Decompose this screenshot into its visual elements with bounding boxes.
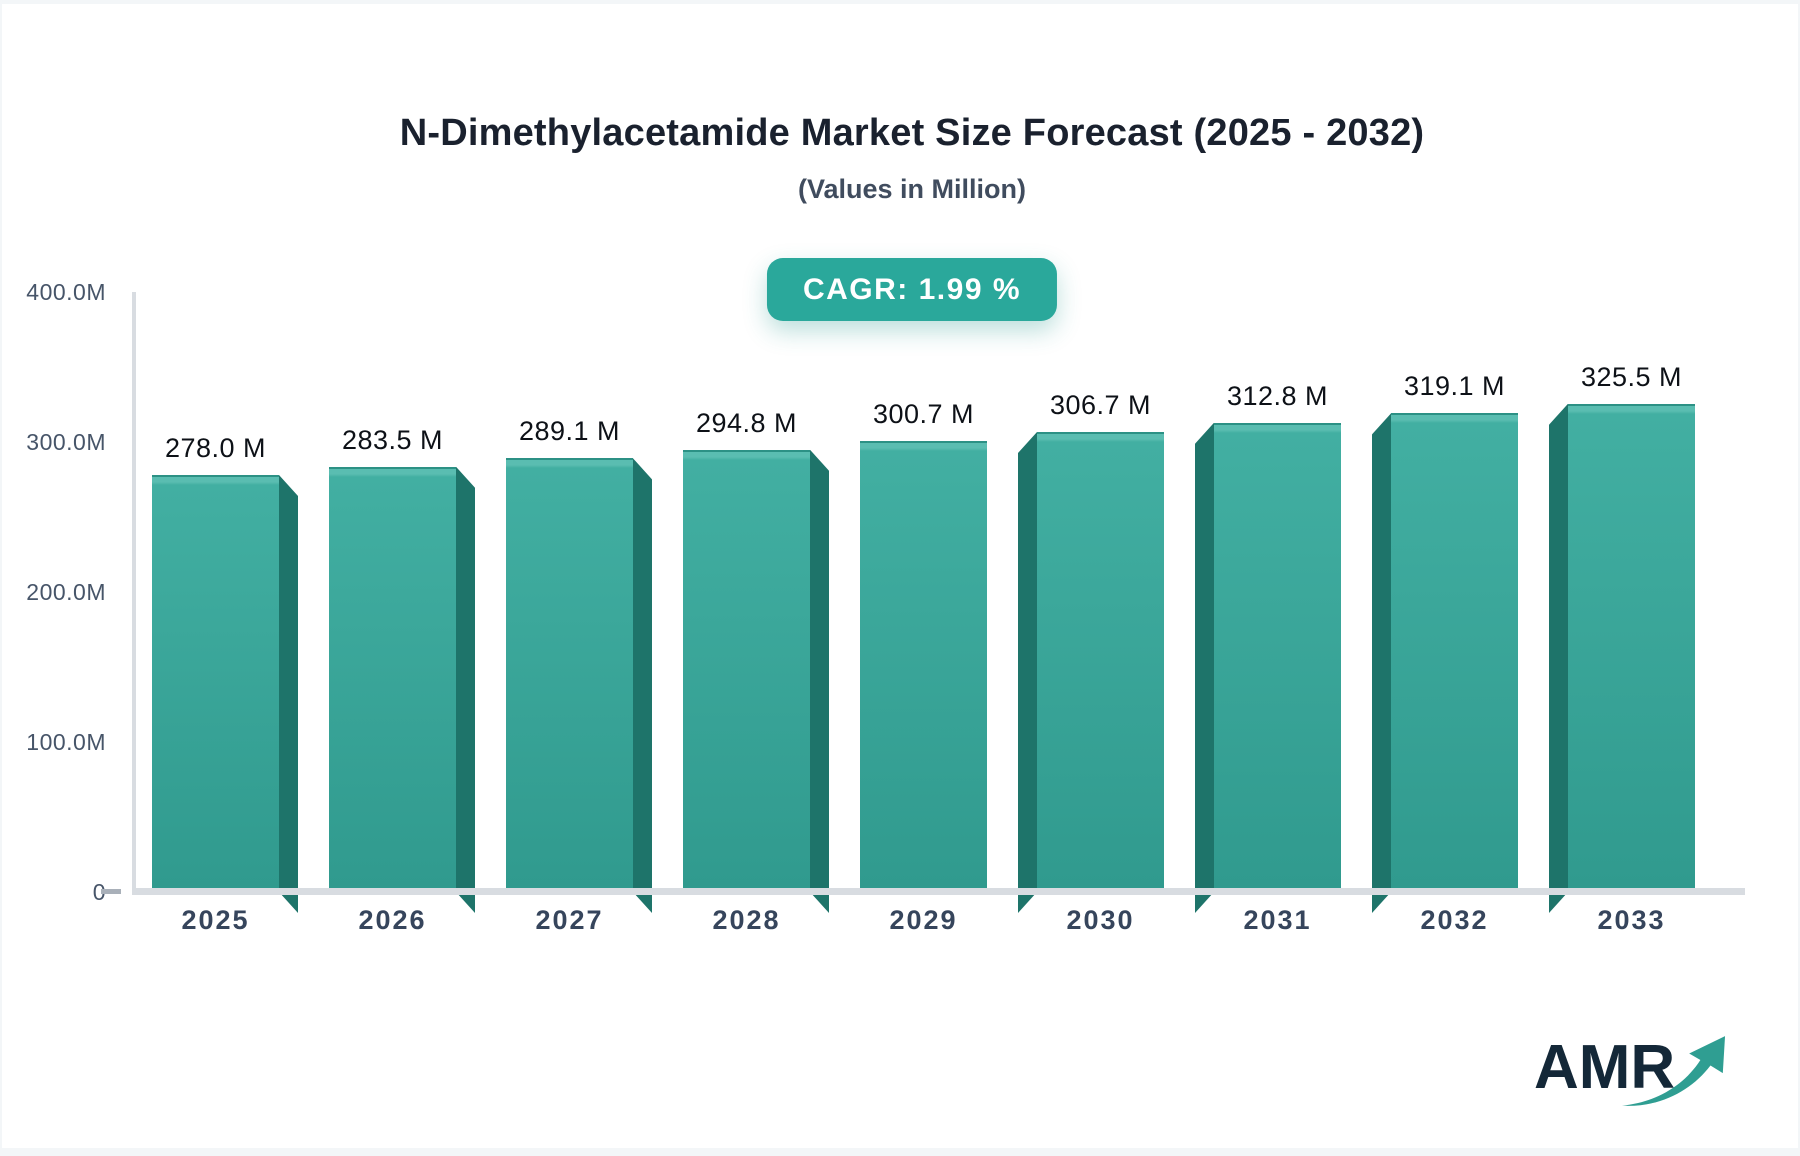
- x-axis-label: 2027: [535, 905, 604, 935]
- x-axis-label: 2033: [1597, 905, 1666, 935]
- bar-value-label: 306.7 M: [1049, 389, 1152, 420]
- bar-3d-side: [1549, 403, 1568, 913]
- bar-face: [329, 466, 456, 892]
- amr-logo-arrow-icon: [1622, 1036, 1726, 1106]
- bar-3d-side: [633, 458, 652, 913]
- bar-value-label: 312.8 M: [1226, 380, 1329, 411]
- y-tick-label: 100.0M: [26, 729, 106, 755]
- bar-face: [152, 475, 279, 892]
- zero-tick-mark: [101, 889, 121, 894]
- chart-subtitle: (Values in Million): [797, 174, 1027, 204]
- chart-card: N-Dimethylacetamide Market Size Forecast…: [2, 4, 1798, 1148]
- bar-face: [1037, 431, 1164, 892]
- x-axis-label: 2030: [1066, 905, 1135, 935]
- amr-logo-text: AMR: [1534, 1033, 1676, 1102]
- bar-value-label: 300.7 M: [872, 398, 975, 429]
- amr-logo: AMR: [1534, 1032, 1744, 1112]
- bar-value-label: 278.0 M: [164, 433, 267, 463]
- bar-face: [506, 458, 633, 892]
- bar-3d-side: [1018, 431, 1037, 913]
- bar-3d-side: [1372, 413, 1391, 913]
- bar-3d-side: [279, 475, 298, 913]
- bar-value-label: 325.5 M: [1580, 361, 1683, 392]
- y-tick-label: 300.0M: [26, 429, 106, 455]
- x-axis-label: 2026: [358, 905, 427, 935]
- y-tick-label: 400.0M: [26, 279, 106, 305]
- bar-3d-side: [810, 449, 829, 913]
- bar-value-label: 319.1 M: [1403, 371, 1506, 402]
- x-axis-label: 2025: [181, 905, 250, 935]
- chart-title: N-Dimethylacetamide Market Size Forecast…: [399, 112, 1425, 154]
- bar-value-label: 289.1 M: [518, 416, 621, 447]
- cagr-badge: CAGR: 1.99 %: [766, 258, 1058, 321]
- bar-3d-side: [456, 466, 475, 913]
- bar-face: [1214, 422, 1341, 892]
- y-tick-label: 200.0M: [26, 579, 106, 605]
- bar-face: [1391, 413, 1518, 892]
- x-axis-label: 2029: [889, 905, 958, 935]
- plot-area: 400.0M 300.0M 200.0M 100.0M 0 278.0 M 2025 283…: [2, 4, 1798, 1148]
- x-axis-label: 2031: [1243, 905, 1312, 935]
- x-axis-label: 2032: [1420, 905, 1489, 935]
- x-axis-line: [132, 888, 1745, 895]
- bar-value-label: 283.5 M: [341, 424, 444, 455]
- bar-face: [683, 449, 810, 892]
- y-tick-label: 0: [92, 879, 106, 905]
- bar-value-label: 294.8 M: [695, 407, 798, 438]
- bar-3d-side: [1195, 422, 1214, 913]
- y-axis-line: [132, 292, 136, 892]
- bar-face: [1568, 403, 1695, 892]
- bar-face: [860, 440, 987, 892]
- x-axis-label: 2028: [712, 905, 781, 935]
